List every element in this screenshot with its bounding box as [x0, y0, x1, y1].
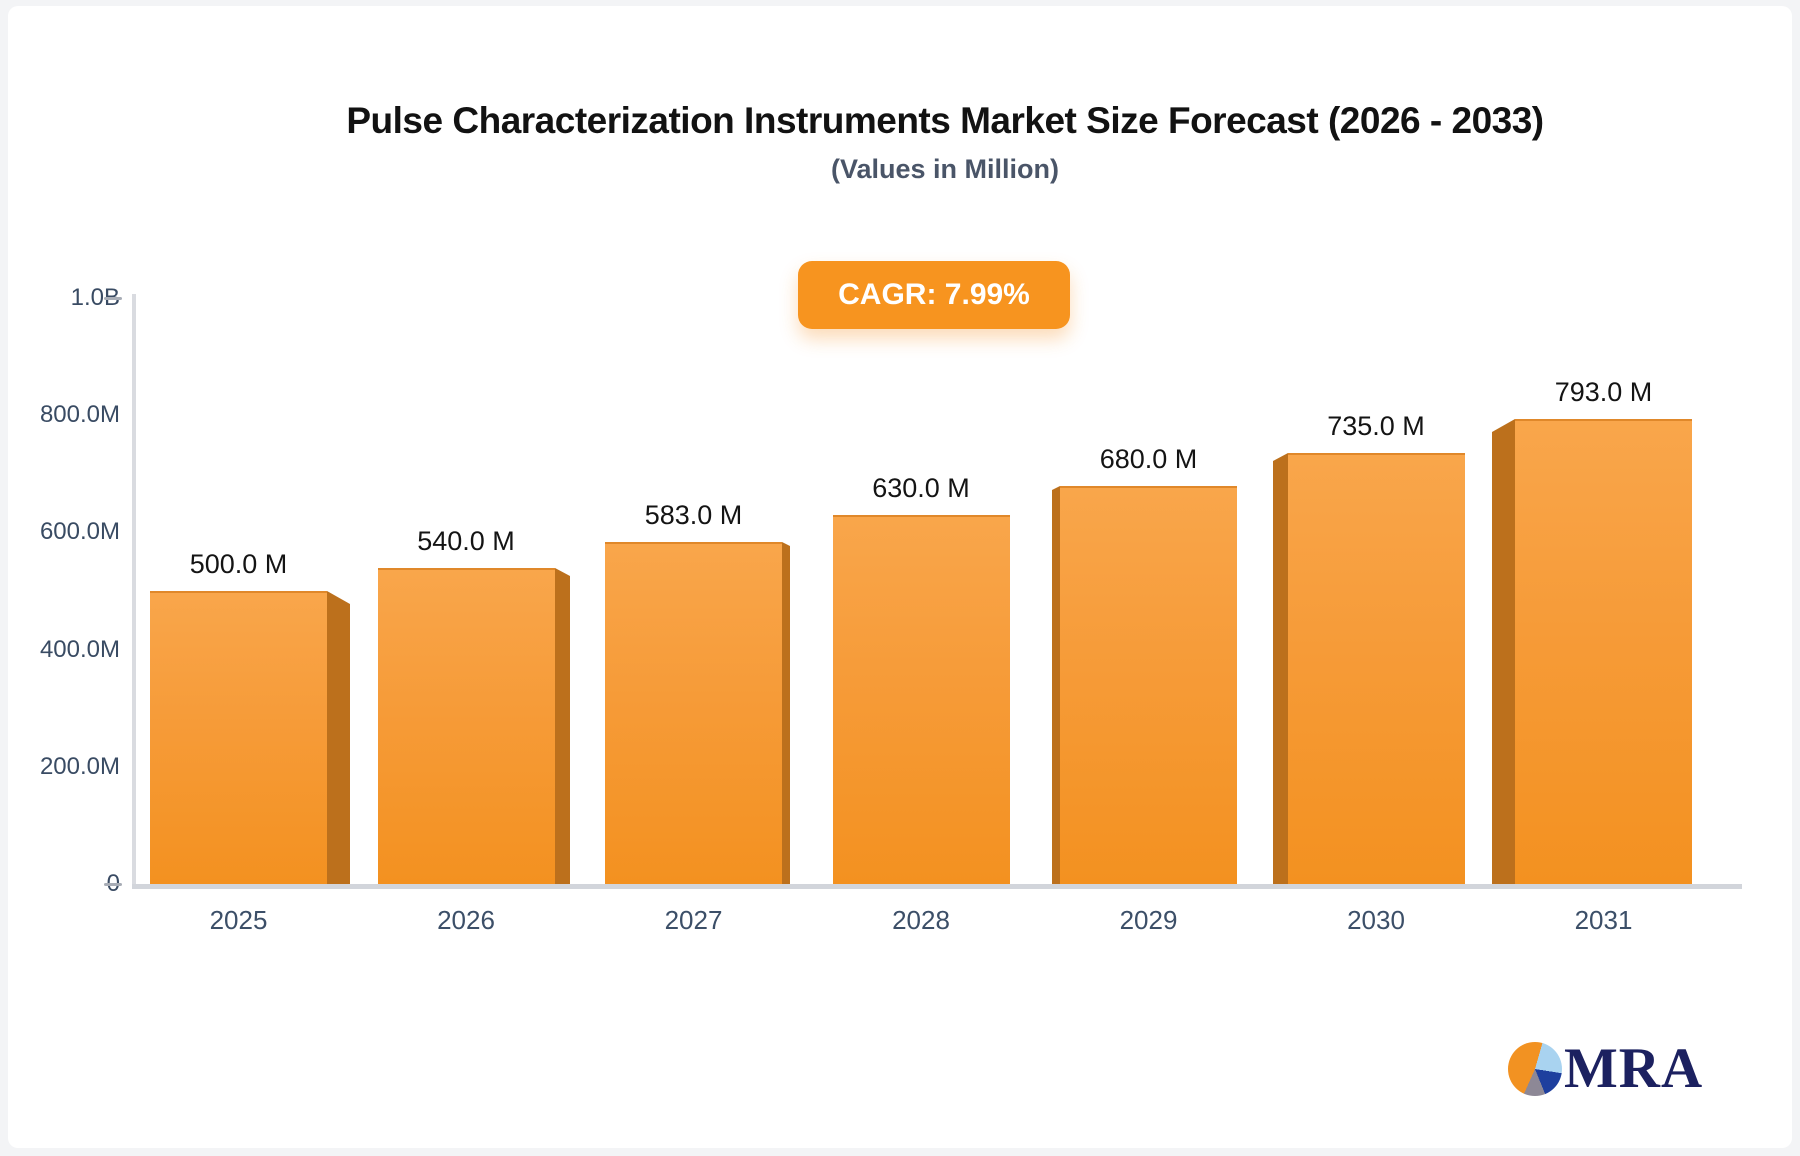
y-axis-label[interactable]: 800.0M	[39, 401, 120, 429]
x-axis-label[interactable]: 2025	[209, 905, 268, 935]
bar-value-label[interactable]: 630.0 M	[872, 473, 970, 503]
y-axis-tick[interactable]	[104, 883, 122, 886]
x-axis-label[interactable]: 2031	[1574, 905, 1633, 935]
y-axis-label[interactable]: 400.0M	[39, 635, 120, 663]
cagr-badge: CAGR: 7.99%	[798, 261, 1070, 329]
chart-subtitle: (Values in Million)	[830, 154, 1060, 184]
mra-pie-chart-icon	[1508, 1042, 1562, 1096]
x-axis-label[interactable]: 2028	[892, 905, 950, 935]
bar-3d-side[interactable]	[1273, 453, 1288, 884]
bar-2025[interactable]	[150, 591, 327, 884]
mra-logo: MRA	[1508, 1037, 1704, 1100]
x-axis-label[interactable]: 2027	[664, 905, 723, 935]
x-axis-label[interactable]: 2030	[1347, 905, 1405, 935]
chart-canvas: Pulse Characterization Instruments Marke…	[8, 6, 1792, 1148]
x-axis-label[interactable]: 2029	[1119, 905, 1178, 935]
bar-value-label[interactable]: 680.0 M	[1099, 444, 1198, 474]
bar-value-label[interactable]: 500.0 M	[189, 549, 288, 579]
bar-2026[interactable]	[378, 568, 555, 884]
bar-2029[interactable]	[1060, 486, 1237, 884]
bar-2027[interactable]	[605, 542, 782, 884]
chart-title: Pulse Characterization Instruments Marke…	[346, 100, 1544, 141]
bar-3d-side[interactable]	[1052, 486, 1060, 884]
x-axis[interactable]	[132, 884, 1742, 889]
bar-3d-side[interactable]	[327, 591, 350, 884]
bar-value-label[interactable]: 583.0 M	[644, 500, 743, 530]
y-axis-tick[interactable]	[104, 297, 122, 300]
y-axis[interactable]	[132, 294, 136, 888]
bar-value-label[interactable]: 540.0 M	[417, 526, 515, 556]
bar-value-label[interactable]: 793.0 M	[1554, 377, 1653, 407]
bar-2031[interactable]	[1515, 419, 1692, 884]
bar-2030[interactable]	[1288, 453, 1465, 884]
bar-value-label[interactable]: 735.0 M	[1327, 411, 1425, 441]
bar-3d-side[interactable]	[555, 568, 570, 884]
y-axis-label[interactable]: 600.0M	[39, 518, 120, 546]
x-axis-label[interactable]: 2026	[437, 905, 495, 935]
bar-3d-side[interactable]	[1492, 419, 1515, 884]
mra-logo-text: MRA	[1564, 1037, 1704, 1100]
y-axis-label[interactable]: 200.0M	[39, 752, 120, 780]
bar-3d-side[interactable]	[782, 542, 790, 884]
bar-2028[interactable]	[833, 515, 1010, 884]
